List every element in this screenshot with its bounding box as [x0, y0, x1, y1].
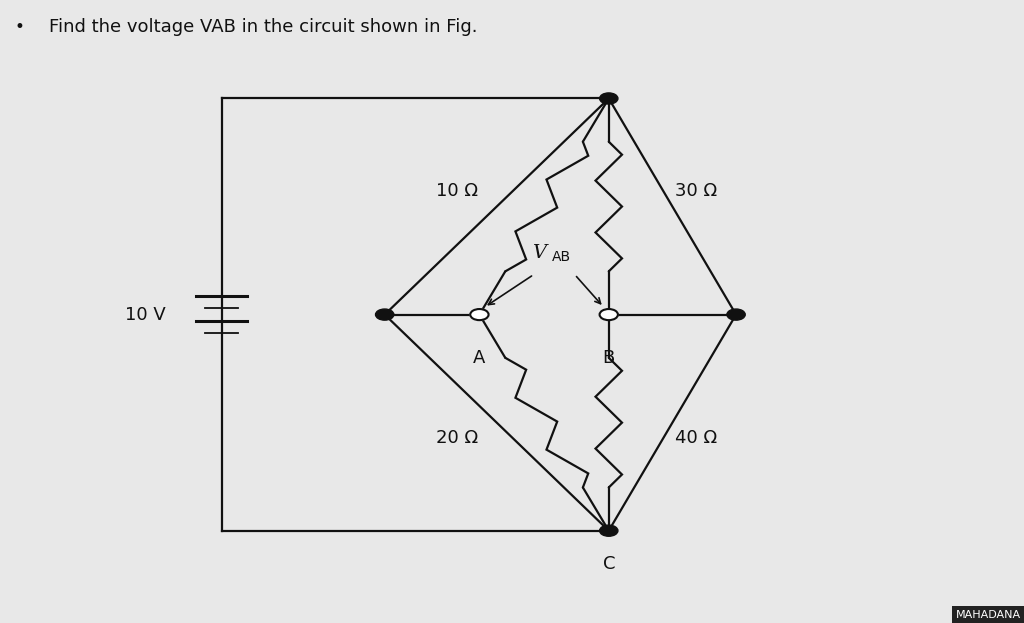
Circle shape: [600, 525, 617, 536]
Text: AB: AB: [552, 250, 571, 264]
Text: C: C: [602, 555, 615, 573]
Text: •: •: [15, 19, 25, 37]
Circle shape: [600, 93, 617, 104]
Text: Find the voltage VAB in the circuit shown in Fig.: Find the voltage VAB in the circuit show…: [48, 19, 477, 37]
Circle shape: [470, 309, 488, 320]
Text: MAHADANA: MAHADANA: [956, 610, 1021, 621]
Text: 10 V: 10 V: [125, 306, 166, 323]
Text: V: V: [532, 244, 546, 262]
Text: A: A: [473, 348, 485, 366]
Text: B: B: [603, 348, 614, 366]
Text: 40 Ω: 40 Ω: [675, 429, 717, 447]
Text: 20 Ω: 20 Ω: [436, 429, 478, 447]
Text: 30 Ω: 30 Ω: [675, 182, 717, 200]
Circle shape: [600, 309, 617, 320]
Circle shape: [727, 309, 745, 320]
Circle shape: [376, 309, 394, 320]
Text: 10 Ω: 10 Ω: [436, 182, 478, 200]
